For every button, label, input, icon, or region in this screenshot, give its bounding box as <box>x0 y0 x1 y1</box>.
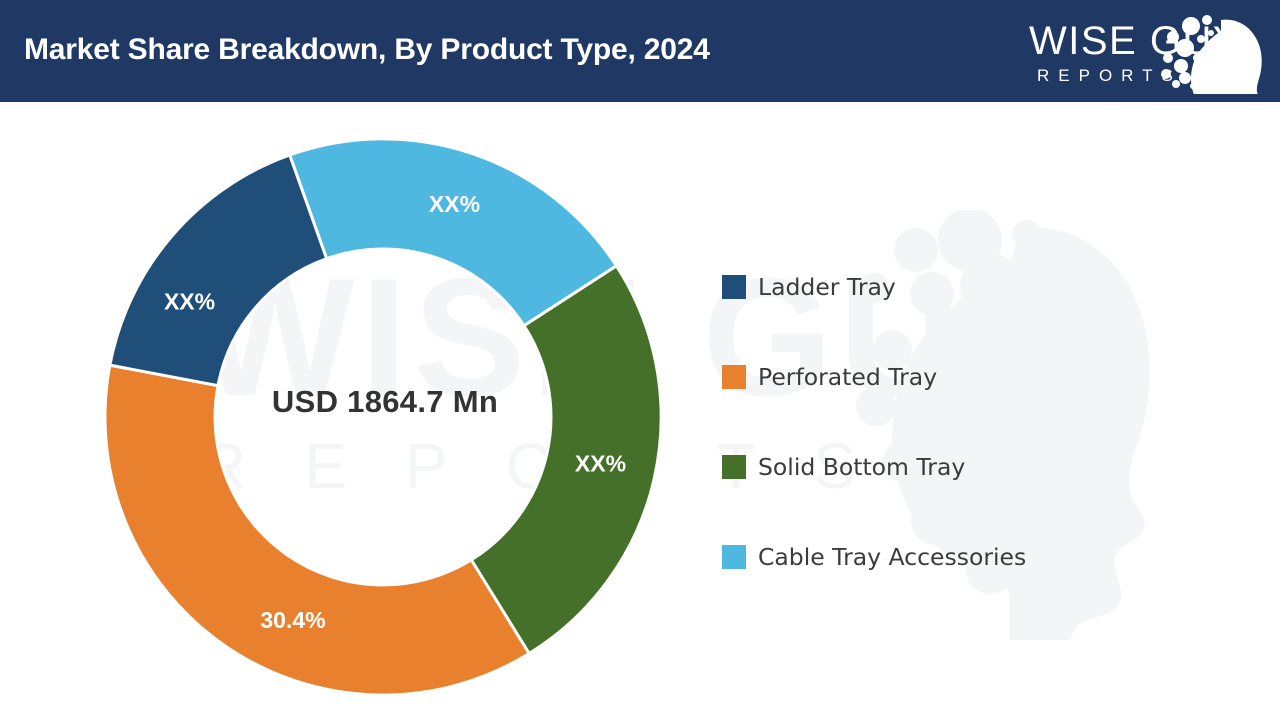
legend-item-cable-tray-accessories[interactable]: Cable Tray Accessories <box>722 512 1122 602</box>
legend-swatch-solid-bottom-tray <box>722 455 746 479</box>
legend-item-ladder-tray[interactable]: Ladder Tray <box>722 242 1122 332</box>
slice-label-perforated-tray: 30.4% <box>260 607 325 633</box>
page-header: Market Share Breakdown, By Product Type,… <box>0 0 1280 102</box>
legend-item-solid-bottom-tray[interactable]: Solid Bottom Tray <box>722 422 1122 512</box>
head-profile-icon <box>1161 15 1262 94</box>
legend-swatch-cable-tray-accessories <box>722 545 746 569</box>
donut-chart: XX% XX% 30.4% XX% USD 1864.7 Mn <box>90 110 680 710</box>
legend-label-cable-tray-accessories: Cable Tray Accessories <box>758 543 1027 571</box>
wise-guy-reports-logo: WISE GUY REPORTS <box>1025 6 1270 94</box>
logo-wordmark-secondary: REPORTS <box>1037 66 1182 85</box>
chart-body: WISE GUY REPORTS <box>0 102 1280 720</box>
donut-slice-labels: XX% XX% 30.4% XX% <box>164 191 626 633</box>
donut-slice-solid-bottom-tray[interactable] <box>469 263 663 656</box>
slice-label-cable-tray-accessories: XX% <box>429 191 480 217</box>
donut-chart-svg: XX% XX% 30.4% XX% <box>103 137 663 697</box>
donut-center-value: USD 1864.7 Mn <box>271 384 499 419</box>
legend-swatch-ladder-tray <box>722 275 746 299</box>
donut-slices <box>103 137 663 697</box>
slice-label-solid-bottom-tray: XX% <box>575 451 626 477</box>
legend-swatch-perforated-tray <box>722 365 746 389</box>
legend-label-perforated-tray: Perforated Tray <box>758 363 938 391</box>
donut-slice-perforated-tray[interactable] <box>103 363 532 697</box>
legend-item-perforated-tray[interactable]: Perforated Tray <box>722 332 1122 422</box>
chart-legend: Ladder Tray Perforated Tray Solid Bottom… <box>722 242 1122 602</box>
legend-label-ladder-tray: Ladder Tray <box>758 273 896 301</box>
slice-label-ladder-tray: XX% <box>164 289 215 315</box>
donut-slice-cable-tray-accessories[interactable] <box>287 137 619 328</box>
legend-label-solid-bottom-tray: Solid Bottom Tray <box>758 453 966 481</box>
page-title: Market Share Breakdown, By Product Type,… <box>24 33 710 66</box>
donut-slice-ladder-tray[interactable] <box>108 153 329 388</box>
